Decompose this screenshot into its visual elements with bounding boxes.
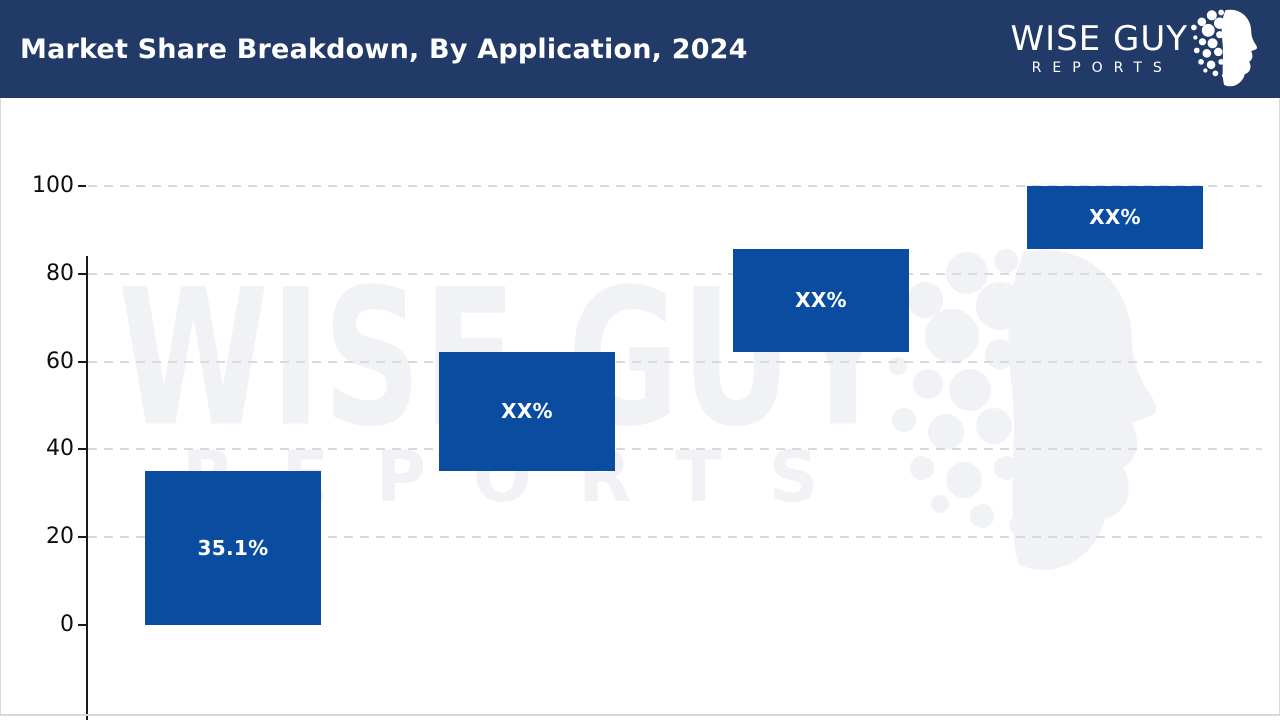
bar-industrial: XX% [733,248,909,352]
gridline-100 [88,185,1262,187]
gridline-60 [88,360,1262,363]
bar-value-label: XX% [1089,205,1141,230]
y-tick-label-60: 60 [46,348,74,374]
bar-value-label: XX% [795,288,847,313]
bar-residential: XX% [439,351,615,471]
gridline-80 [88,272,1262,275]
wiseguy-logo-name: WISE GUY [1010,19,1188,60]
y-tick-20 [78,536,86,539]
wiseguy-head-icon [1191,9,1257,87]
y-tick-40 [78,448,86,451]
y-tick-label-80: 80 [46,260,74,286]
bar-infrastructure: XX% [1027,186,1203,249]
gridline-40 [88,448,1262,451]
header-bar: Market Share Breakdown, By Application, … [0,0,1280,98]
page-title: Market Share Breakdown, By Application, … [20,33,748,65]
wiseguy-logo: WISE GUY REPORTS [1010,6,1270,92]
y-tick-label-20: 20 [46,524,74,550]
chart-plot-area: 02040608010035.1%CommercialXX%Residentia… [0,98,1280,720]
left-border [0,98,1,715]
wiseguy-logo-sub: REPORTS [1031,59,1173,76]
y-tick-60 [78,360,86,363]
y-tick-0 [78,624,86,626]
bar-commercial: 35.1% [145,470,321,625]
y-tick-label-100: 100 [32,173,74,198]
bar-value-label: XX% [501,399,553,424]
y-tick-label-40: 40 [46,436,74,462]
bottom-border [0,714,1280,716]
wiseguy-logo-text: WISE GUY REPORTS [1010,19,1188,76]
y-tick-100 [78,185,86,187]
y-tick-80 [78,272,86,275]
bar-value-label: 35.1% [197,535,269,560]
y-axis-line [86,256,88,720]
gridline-20 [88,536,1262,539]
watermark-head-icon [880,249,1157,571]
y-tick-label-0: 0 [60,612,74,637]
